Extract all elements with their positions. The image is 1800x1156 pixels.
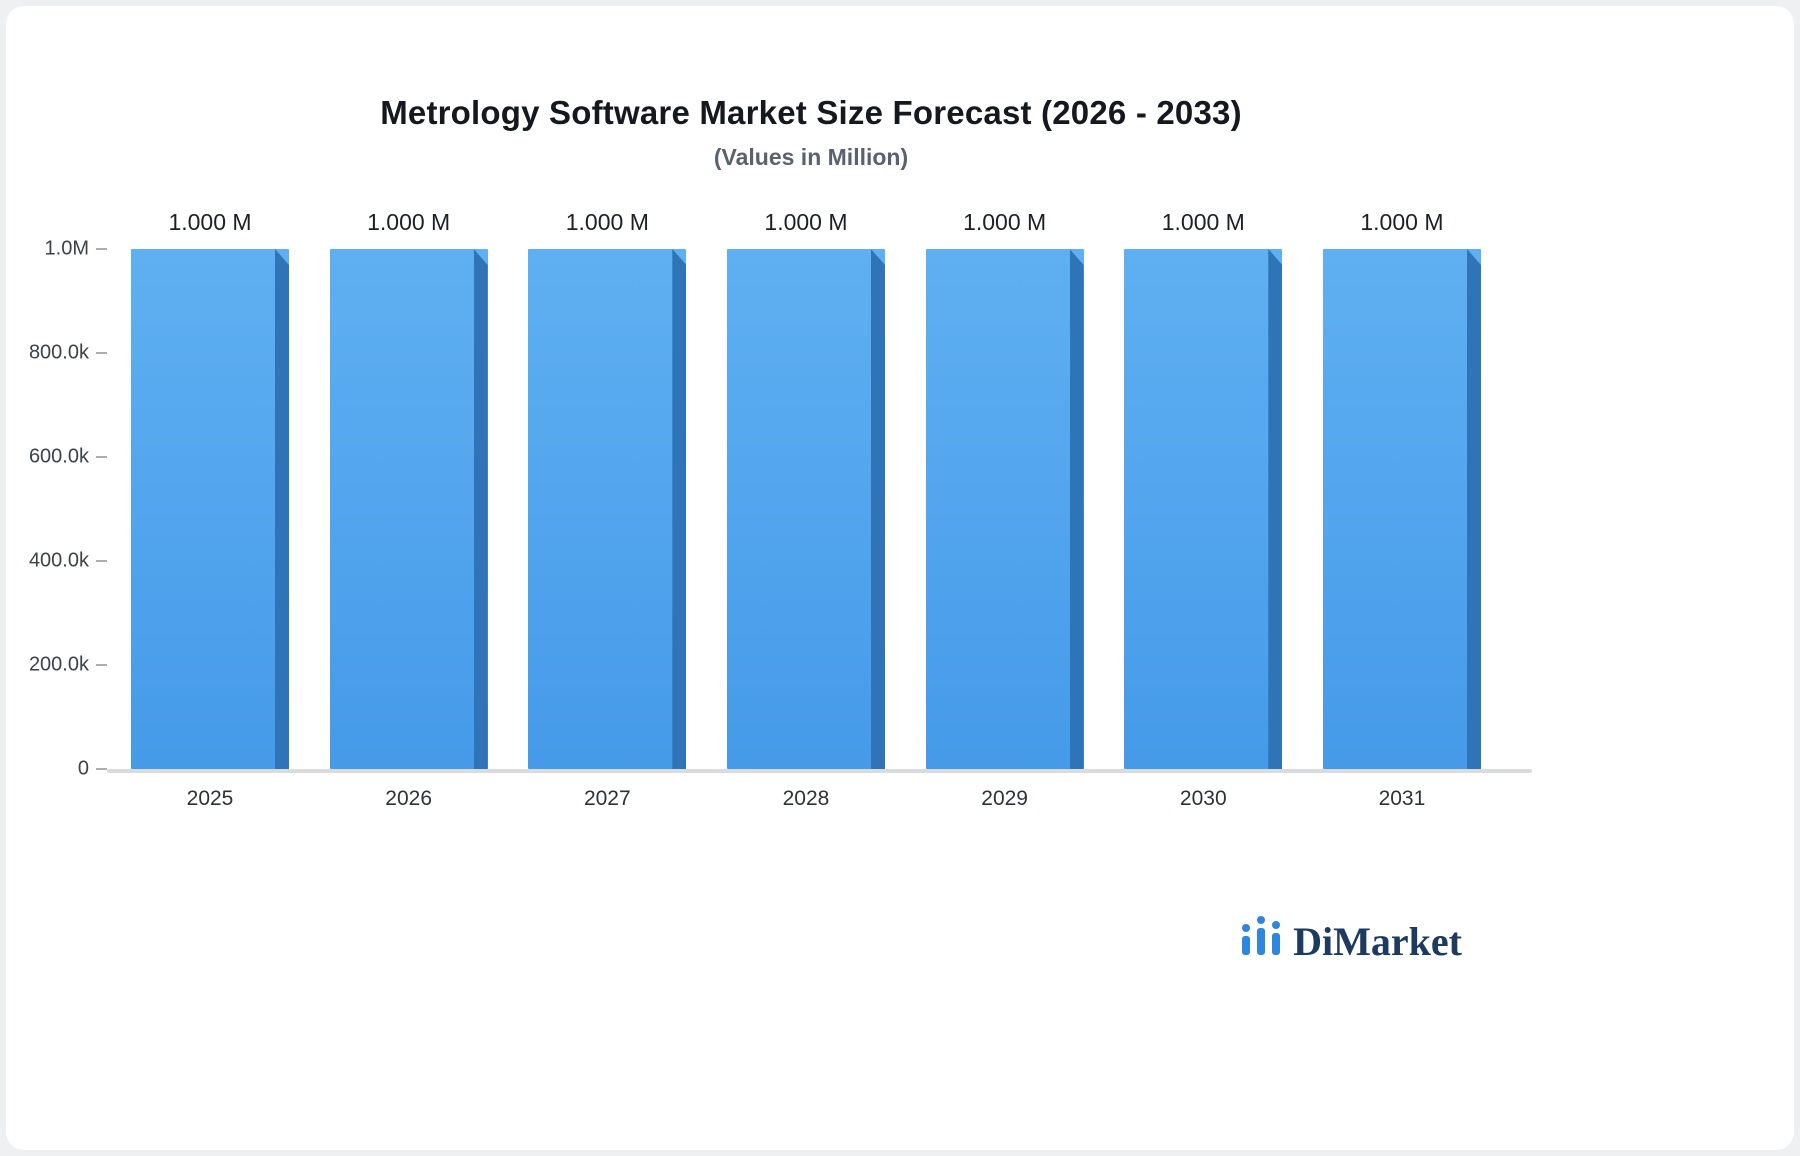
- bar-value-label: 1.000 M: [1360, 209, 1444, 235]
- bar-value-label: 1.000 M: [1161, 209, 1245, 235]
- bar-value-label: 1.000 M: [367, 209, 451, 235]
- bar-2029[interactable]: [925, 249, 1084, 769]
- x-axis-label: 2026: [385, 787, 433, 810]
- x-axis-labels: 2025 2026 2027 2028 2029 2030 2031: [111, 787, 1526, 811]
- y-axis-label: 600.0k: [28, 445, 89, 468]
- y-axis-label: 400.0k: [28, 549, 89, 572]
- y-axis-tick: [96, 352, 107, 354]
- bar-column: 1.000 M: [528, 209, 687, 769]
- bar-2025[interactable]: [131, 249, 289, 769]
- bar-column: 1.000 M: [329, 209, 488, 769]
- bar-2028[interactable]: [726, 249, 885, 769]
- x-axis-label: 2028: [782, 787, 830, 810]
- bars-group: 1.000 M 1.000 M 1.000 M 1.000 M 1.000 M: [111, 209, 1526, 769]
- bar-2027[interactable]: [528, 249, 687, 769]
- x-axis-label: 2025: [186, 787, 234, 810]
- brand-name: DiMarket: [1293, 919, 1462, 964]
- x-axis-label: 2030: [1179, 787, 1227, 810]
- bar-value-label: 1.000 M: [963, 209, 1047, 235]
- bar-value-label: 1.000 M: [565, 209, 649, 235]
- y-axis-tick: [96, 664, 107, 666]
- y-axis-label: 1.0M: [44, 237, 89, 260]
- bar-2031[interactable]: [1322, 249, 1481, 769]
- chart-title: Metrology Software Market Size Forecast …: [380, 94, 1242, 131]
- y-axis-tick: [96, 560, 107, 562]
- chart-subtitle: (Values in Million): [713, 144, 909, 170]
- x-axis-label: 2029: [981, 787, 1028, 810]
- y-axis-label: 200.0k: [28, 653, 89, 676]
- x-axis-line: [107, 769, 1532, 773]
- bar-column: 1.000 M: [1124, 209, 1283, 769]
- y-axis-tick: [96, 248, 107, 250]
- bar-2026[interactable]: [329, 249, 488, 769]
- bar-column: 1.000 M: [1322, 209, 1481, 769]
- x-axis-label: 2027: [583, 787, 631, 810]
- y-axis-label: 800.0k: [28, 341, 89, 364]
- y-axis-label: 0: [77, 757, 89, 780]
- chart-card: Metrology Software Market Size Forecast …: [6, 6, 1794, 1150]
- plot-area: 1.0M 800.0k 600.0k 400.0k 200.0k 0 1.000…: [29, 209, 1532, 780]
- bar-column: 1.000 M: [131, 209, 289, 769]
- y-axis-tick: [96, 768, 107, 770]
- brand-logo: DiMarket: [1239, 915, 1462, 962]
- bar-column: 1.000 M: [925, 209, 1084, 769]
- y-axis-tick: [96, 456, 107, 458]
- x-axis-label: 2031: [1378, 787, 1426, 810]
- bar-2030[interactable]: [1124, 249, 1283, 769]
- bar-column: 1.000 M: [726, 209, 885, 769]
- bar-value-label: 1.000 M: [168, 209, 252, 235]
- chart-area: Metrology Software Market Size Forecast …: [6, 6, 1616, 811]
- bar-value-label: 1.000 M: [764, 209, 848, 235]
- bar-chart-icon: [1239, 915, 1283, 962]
